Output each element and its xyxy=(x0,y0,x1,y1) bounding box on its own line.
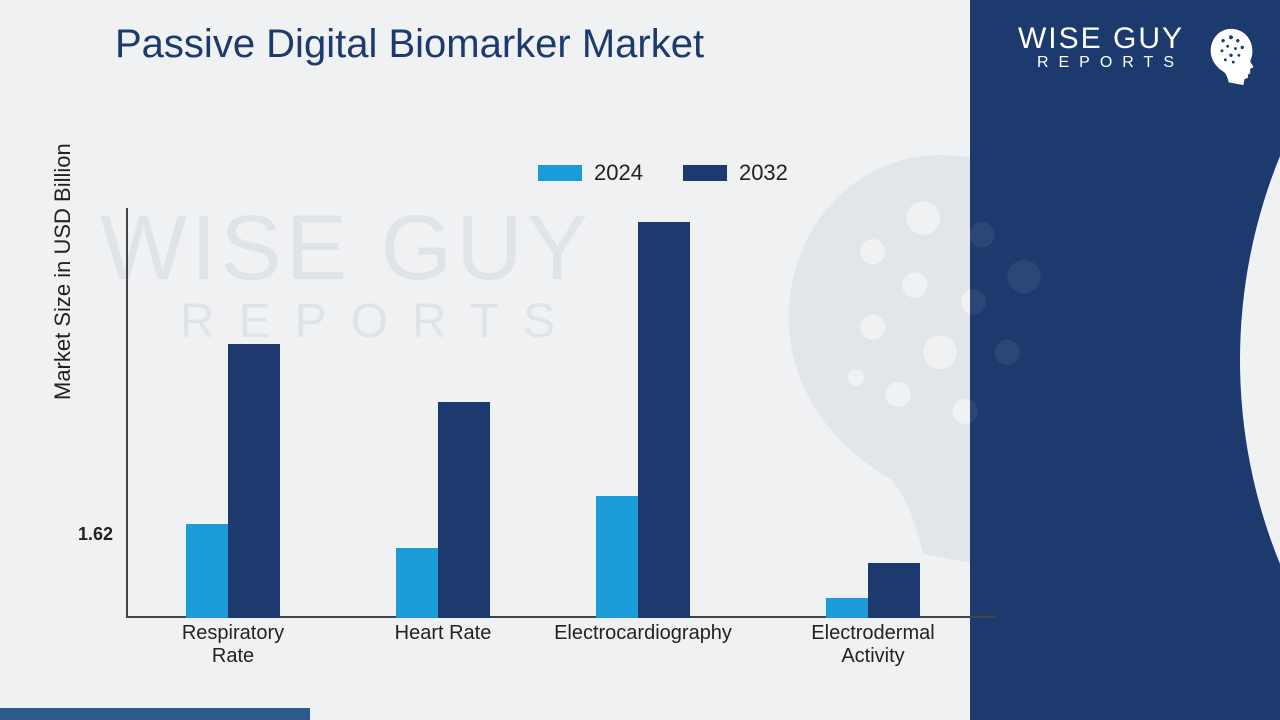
y-axis-label: Market Size in USD Billion xyxy=(50,143,76,400)
legend-item-2032: 2032 xyxy=(683,160,788,186)
bar-3-2032 xyxy=(868,563,920,618)
chart-area: 2024 2032 Market Size in USD Billion 1.6… xyxy=(70,160,1010,700)
brand-logo-text: WISE GUY REPORTS xyxy=(1018,22,1184,72)
legend-item-2024: 2024 xyxy=(538,160,643,186)
chart-legend: 2024 2032 xyxy=(538,160,788,186)
plot-area: 1.62 RespiratoryRateHeart RateElectrocar… xyxy=(126,208,996,618)
legend-swatch-2024 xyxy=(538,165,582,181)
bottom-accent-bar xyxy=(0,708,310,720)
legend-label-2032: 2032 xyxy=(739,160,788,186)
bar-2-2032 xyxy=(638,222,690,618)
logo-head-icon xyxy=(1200,26,1262,88)
bar-0-2032 xyxy=(228,344,280,618)
category-label-0: RespiratoryRate xyxy=(148,622,318,668)
category-label-1: Heart Rate xyxy=(358,622,528,645)
legend-label-2024: 2024 xyxy=(594,160,643,186)
brand-sub: REPORTS xyxy=(1018,54,1184,72)
chart-canvas: WISE GUY REPORTS Passive Digital Biomark… xyxy=(0,0,1280,720)
legend-swatch-2032 xyxy=(683,165,727,181)
right-brand-panel xyxy=(970,0,1280,720)
semi-circle-cutout xyxy=(1240,0,1280,720)
category-label-2: Electrocardiography xyxy=(528,622,758,645)
chart-title: Passive Digital Biomarker Market xyxy=(115,22,704,67)
y-tick-label: 1.62 xyxy=(78,524,113,545)
bar-1-2032 xyxy=(438,402,490,618)
y-axis-line xyxy=(126,208,128,618)
category-label-3: ElectrodermalActivity xyxy=(778,622,968,668)
brand-name: WISE GUY xyxy=(1018,22,1184,56)
